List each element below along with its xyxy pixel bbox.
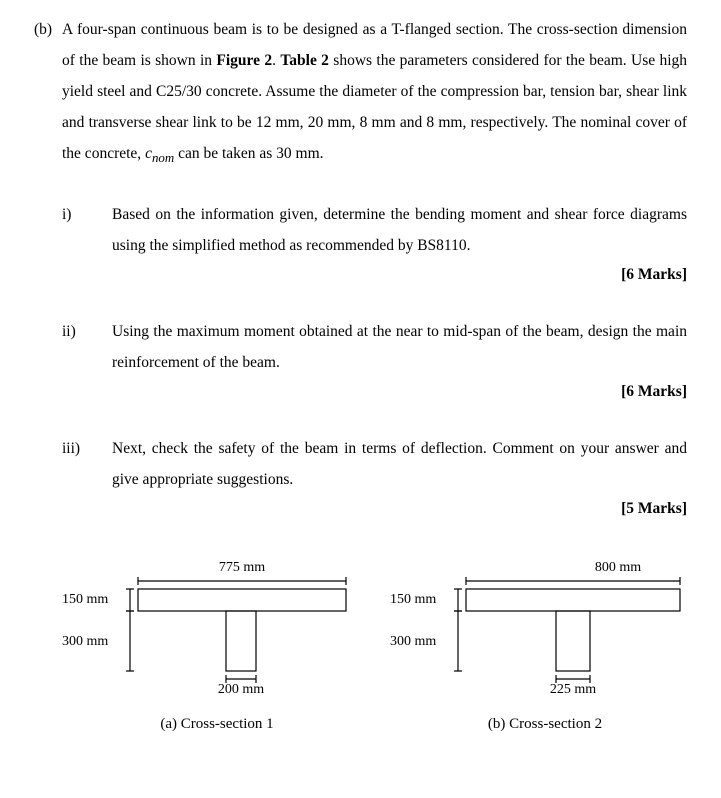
svg-text:225 mm: 225 mm xyxy=(550,682,596,697)
svg-text:200 mm: 200 mm xyxy=(218,682,264,697)
svg-text:300 mm: 300 mm xyxy=(390,634,436,649)
subpart-text: Based on the information given, determin… xyxy=(112,206,687,254)
intro-text-4: can be taken as 30 mm. xyxy=(174,145,323,162)
svg-text:150 mm: 150 mm xyxy=(62,592,108,607)
t-section-diagram: 800 mm 150 mm 300 mm 225 mm xyxy=(390,557,700,702)
figures: 775 mm 150 mm 300 mm 200 mm (a) Cross-sectio… xyxy=(34,557,687,733)
svg-text:800 mm: 800 mm xyxy=(595,560,641,575)
subpart-text: Using the maximum moment obtained at the… xyxy=(112,323,687,371)
subpart: ii) Using the maximum moment obtained at … xyxy=(34,316,687,405)
question-label: (b) xyxy=(34,14,52,45)
subpart: iii) Next, check the safety of the beam i… xyxy=(34,433,687,522)
subpart: i) Based on the information given, determ… xyxy=(34,199,687,288)
marks: [6 Marks] xyxy=(112,380,687,405)
question-intro: (b) A four-span continuous beam is to be… xyxy=(34,14,687,171)
subpart-roman: iii) xyxy=(62,433,96,464)
figure-caption: (a) Cross-section 1 xyxy=(62,715,372,733)
table-ref: Table 2 xyxy=(280,52,329,69)
figure-cell: 800 mm 150 mm 300 mm 225 mm (b) Cross-sectio… xyxy=(390,557,700,733)
figure-caption: (b) Cross-section 2 xyxy=(390,715,700,733)
page: (b) A four-span continuous beam is to be… xyxy=(0,0,721,743)
subparts: i) Based on the information given, determ… xyxy=(34,199,687,521)
subpart-roman: ii) xyxy=(62,316,96,347)
marks: [5 Marks] xyxy=(112,497,687,522)
figure-cell: 775 mm 150 mm 300 mm 200 mm (a) Cross-sectio… xyxy=(62,557,372,733)
marks: [6 Marks] xyxy=(112,263,687,288)
subpart-text: Next, check the safety of the beam in te… xyxy=(112,440,687,488)
t-section-diagram: 775 mm 150 mm 300 mm 200 mm xyxy=(62,557,372,702)
cnom-subscript: nom xyxy=(152,150,174,165)
svg-text:150 mm: 150 mm xyxy=(390,592,436,607)
cnom-symbol: c xyxy=(145,145,152,162)
svg-text:775 mm: 775 mm xyxy=(219,560,265,575)
svg-text:300 mm: 300 mm xyxy=(62,634,108,649)
figure-ref: Figure 2 xyxy=(216,52,272,69)
subpart-roman: i) xyxy=(62,199,96,230)
